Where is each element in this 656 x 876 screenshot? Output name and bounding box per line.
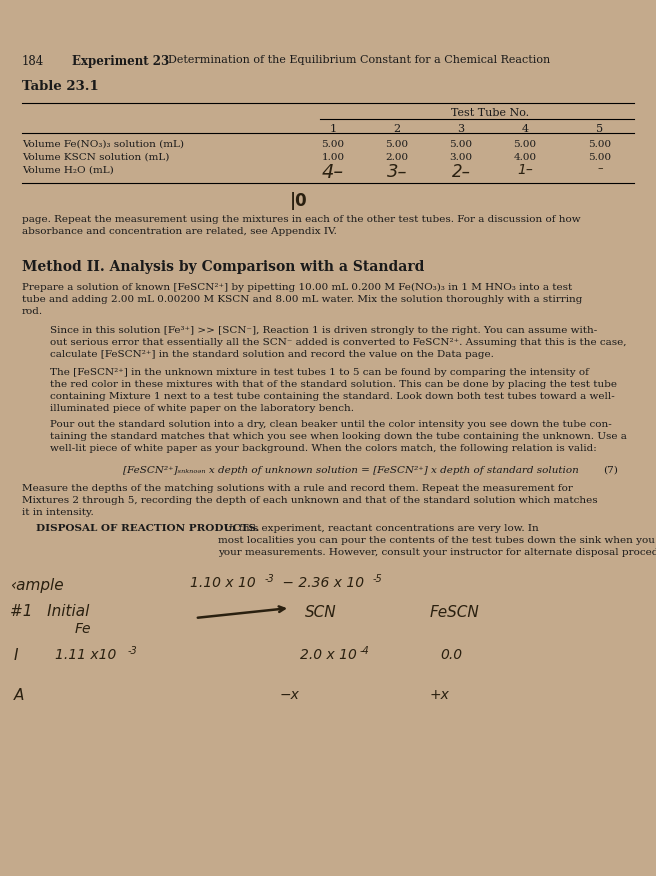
Text: 4: 4 (522, 124, 529, 134)
Text: 4–: 4– (322, 163, 344, 182)
Text: +x: +x (430, 688, 450, 702)
Text: Volume KSCN solution (mL): Volume KSCN solution (mL) (22, 153, 169, 162)
Text: FeSCN: FeSCN (430, 605, 480, 620)
Text: 5.00: 5.00 (588, 153, 611, 162)
Text: 5.00: 5.00 (321, 140, 344, 149)
Text: Table 23.1: Table 23.1 (22, 80, 99, 93)
Text: 1–: 1– (517, 163, 533, 177)
Text: Fe: Fe (75, 622, 91, 636)
Text: -3: -3 (265, 574, 275, 584)
Text: Measure the depths of the matching solutions with a rule and record them. Repeat: Measure the depths of the matching solut… (22, 484, 598, 518)
Text: Prepare a solution of known [FeSCN²⁺] by pipetting 10.00 mL 0.200 M Fe(NO₃)₃ in : Prepare a solution of known [FeSCN²⁺] by… (22, 283, 583, 316)
Text: 5.00: 5.00 (514, 140, 537, 149)
Text: -4: -4 (360, 646, 370, 656)
Text: I: I (14, 648, 18, 663)
Text: 3–: 3– (387, 163, 407, 181)
Text: 3: 3 (457, 124, 464, 134)
Text: 3.00: 3.00 (449, 153, 472, 162)
Text: ‹ample: ‹ample (10, 578, 64, 593)
Text: Test Tube No.: Test Tube No. (451, 108, 529, 118)
Text: 4.00: 4.00 (514, 153, 537, 162)
Text: 2.00: 2.00 (386, 153, 409, 162)
Text: 5: 5 (596, 124, 604, 134)
Text: Experiment 23: Experiment 23 (72, 55, 169, 68)
Text: 0.0: 0.0 (440, 648, 462, 662)
Text: 1.11 x10: 1.11 x10 (55, 648, 116, 662)
Text: (7): (7) (603, 466, 618, 475)
Text: 5.00: 5.00 (588, 140, 611, 149)
Text: In this experiment, reactant concentrations are very low. In
most localities you: In this experiment, reactant concentrati… (218, 524, 656, 557)
Text: SCN: SCN (305, 605, 337, 620)
Text: Method II. Analysis by Comparison with a Standard: Method II. Analysis by Comparison with a… (22, 260, 424, 274)
Text: -5: -5 (373, 574, 382, 584)
Text: 5.00: 5.00 (449, 140, 472, 149)
Text: Determination of the Equilibrium Constant for a Chemical Reaction: Determination of the Equilibrium Constan… (168, 55, 550, 65)
Text: A: A (14, 688, 24, 703)
Text: 2.0 x 10: 2.0 x 10 (300, 648, 357, 662)
Text: –: – (597, 163, 603, 173)
Text: #1   Initial: #1 Initial (10, 604, 89, 619)
Text: Since in this solution [Fe³⁺] >> [SCN⁻], Reaction 1 is driven strongly to the ri: Since in this solution [Fe³⁺] >> [SCN⁻],… (50, 326, 626, 359)
Text: 184: 184 (22, 55, 44, 68)
Text: 2: 2 (394, 124, 401, 134)
Text: Pour out the standard solution into a dry, clean beaker until the color intensit: Pour out the standard solution into a dr… (50, 420, 627, 453)
Text: −x: −x (280, 688, 300, 702)
Text: 1.10 x 10: 1.10 x 10 (190, 576, 256, 590)
Text: 2–: 2– (451, 163, 470, 181)
Text: DISPOSAL OF REACTION PRODUCTS.: DISPOSAL OF REACTION PRODUCTS. (36, 524, 259, 533)
Text: Volume Fe(NO₃)₃ solution (mL): Volume Fe(NO₃)₃ solution (mL) (22, 140, 184, 149)
Text: The [FeSCN²⁺] in the unknown mixture in test tubes 1 to 5 can be found by compar: The [FeSCN²⁺] in the unknown mixture in … (50, 368, 617, 413)
Text: 1.00: 1.00 (321, 153, 344, 162)
Text: page. Repeat the measurement using the mixtures in each of the other test tubes.: page. Repeat the measurement using the m… (22, 215, 581, 237)
Text: -3: -3 (128, 646, 138, 656)
Text: 5.00: 5.00 (386, 140, 409, 149)
Text: [FeSCN²⁺]ₛₙₖₙₒₔₙ x depth of unknown solution = [FeSCN²⁺] x depth of standard sol: [FeSCN²⁺]ₛₙₖₙₒₔₙ x depth of unknown solu… (110, 466, 579, 475)
Text: Volume H₂O (mL): Volume H₂O (mL) (22, 166, 113, 175)
Text: |0: |0 (290, 192, 308, 210)
Text: 1: 1 (329, 124, 337, 134)
Text: − 2.36 x 10: − 2.36 x 10 (278, 576, 364, 590)
